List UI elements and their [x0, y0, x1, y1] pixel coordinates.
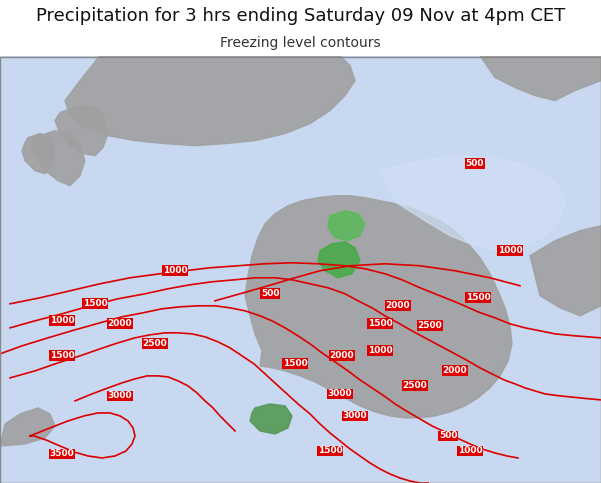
Text: Freezing level contours: Freezing level contours	[220, 36, 381, 50]
Text: 500: 500	[466, 159, 484, 168]
Polygon shape	[250, 404, 292, 434]
Text: 2000: 2000	[330, 351, 355, 360]
Polygon shape	[318, 242, 360, 278]
Polygon shape	[480, 56, 601, 100]
Text: 2500: 2500	[418, 321, 442, 330]
Text: 3000: 3000	[328, 389, 352, 398]
Text: 1500: 1500	[466, 293, 490, 302]
Text: 2500: 2500	[142, 340, 167, 348]
Text: 1000: 1000	[50, 316, 75, 326]
Text: 3000: 3000	[343, 412, 367, 420]
Text: 1000: 1000	[458, 446, 483, 455]
Polygon shape	[530, 226, 601, 316]
Polygon shape	[245, 196, 512, 418]
Polygon shape	[0, 408, 55, 446]
Polygon shape	[30, 130, 85, 185]
Text: 500: 500	[439, 431, 457, 440]
Text: 1500: 1500	[50, 351, 75, 360]
Text: 1500: 1500	[317, 446, 343, 455]
Text: 1000: 1000	[163, 266, 188, 275]
Polygon shape	[22, 134, 55, 174]
Text: 1500: 1500	[82, 299, 108, 308]
Text: 2000: 2000	[443, 367, 468, 375]
Text: 3000: 3000	[108, 391, 132, 400]
Polygon shape	[380, 156, 565, 251]
Polygon shape	[328, 211, 365, 241]
Text: 3500: 3500	[50, 450, 75, 458]
Text: 2000: 2000	[386, 301, 410, 310]
Polygon shape	[65, 56, 355, 146]
Text: 1500: 1500	[282, 359, 307, 369]
Text: 1000: 1000	[368, 346, 392, 355]
Text: Precipitation for 3 hrs ending Saturday 09 Nov at 4pm CET: Precipitation for 3 hrs ending Saturday …	[36, 7, 565, 25]
Text: 1500: 1500	[368, 319, 392, 328]
Text: 500: 500	[261, 289, 279, 298]
Text: 2000: 2000	[108, 319, 132, 328]
Text: 2500: 2500	[403, 382, 427, 390]
Polygon shape	[55, 106, 108, 156]
Text: 1000: 1000	[498, 246, 522, 255]
